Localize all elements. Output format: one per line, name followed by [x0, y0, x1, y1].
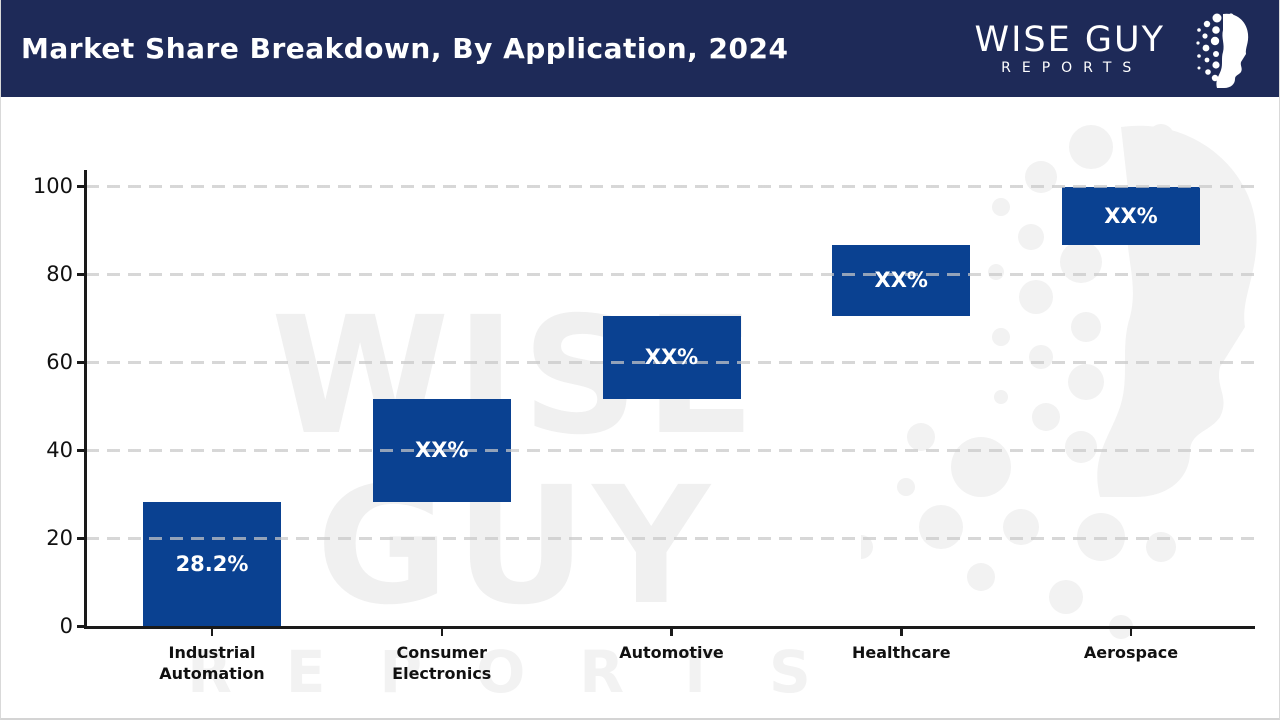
- x-category-label: Industrial Automation: [159, 642, 265, 683]
- bar: [143, 502, 281, 627]
- x-tick-mark: [440, 627, 443, 636]
- y-tick-label: 0: [59, 613, 73, 638]
- bar-value-label: XX%: [415, 438, 469, 463]
- brand-logo-text: WISE GUY REPORTS: [974, 22, 1165, 76]
- y-tick-label: 40: [46, 437, 73, 462]
- y-tick-mark: [77, 361, 85, 364]
- chart-canvas: WISE GUY REPORTS 0 20 40 60 80 100 28.2% Indust…: [1, 97, 1279, 718]
- y-tick-label: 100: [32, 173, 73, 198]
- y-axis-spine: [84, 170, 87, 627]
- y-tick-label: 80: [46, 261, 73, 286]
- grid-line: [86, 537, 1254, 540]
- grid-line: [86, 449, 1254, 452]
- x-tick-mark: [1129, 627, 1133, 636]
- grid-line: [86, 185, 1254, 188]
- x-axis-spine: [84, 626, 1255, 629]
- grid-line: [86, 273, 1254, 276]
- bar-value-label: XX%: [644, 345, 699, 370]
- grid-line: [86, 361, 1254, 364]
- header-bar: Market Share Breakdown, By Application, …: [1, 0, 1279, 97]
- bar-value-label: XX%: [1104, 203, 1158, 228]
- brand-head-icon: [1196, 12, 1249, 88]
- y-tick-mark: [77, 273, 85, 276]
- y-tick-mark: [77, 449, 85, 452]
- bar-value-label: 28.2%: [175, 552, 249, 577]
- y-tick-label: 20: [46, 525, 73, 550]
- y-tick-label: 60: [46, 349, 73, 374]
- x-category-label: Consumer Electronics: [392, 642, 492, 683]
- chart-title: Market Share Breakdown, By Application, …: [21, 32, 789, 65]
- x-tick-mark: [670, 627, 673, 636]
- bar: [602, 316, 741, 399]
- x-tick-mark: [900, 627, 903, 636]
- y-tick-mark: [77, 537, 85, 540]
- x-category-label: Aerospace: [1083, 642, 1179, 662]
- y-tick-mark: [77, 185, 85, 188]
- bar-value-label: XX%: [874, 268, 928, 293]
- x-tick-mark: [210, 627, 214, 636]
- bar: [832, 244, 971, 317]
- y-tick-mark: [77, 625, 85, 628]
- x-category-label: Healthcare: [851, 642, 951, 662]
- brand-logo: WISE GUY REPORTS: [974, 10, 1253, 88]
- brand-name: WISE GUY: [974, 19, 1165, 60]
- x-category-label: Automotive: [619, 642, 724, 662]
- brand-subname: REPORTS: [1001, 59, 1143, 76]
